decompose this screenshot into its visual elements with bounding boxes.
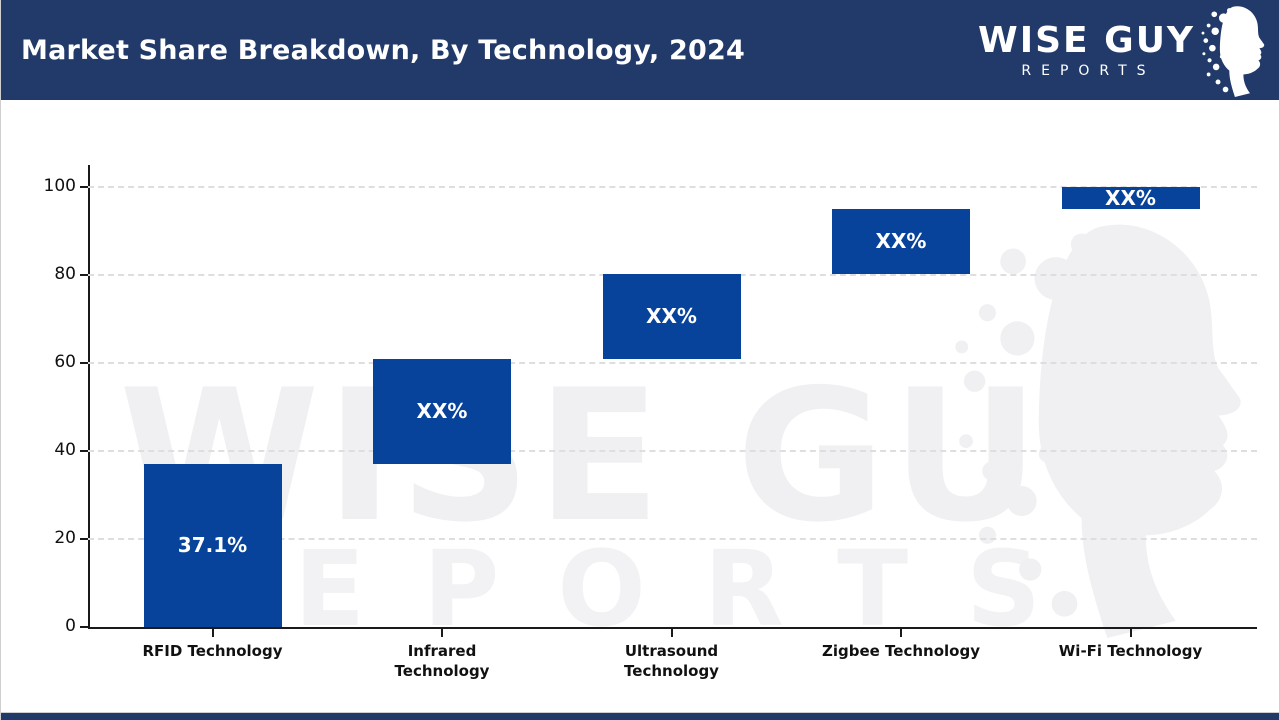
bar: XX%	[602, 273, 741, 359]
y-gridline	[88, 450, 1257, 452]
x-axis	[88, 627, 1257, 629]
x-category-label: RFID Technology	[142, 642, 283, 660]
y-tick-label: 80	[54, 264, 76, 284]
bar: 37.1%	[143, 463, 282, 627]
bar-value-label: XX%	[1105, 186, 1156, 210]
x-tick-mark	[670, 629, 673, 637]
x-category-label: Zigbee Technology	[822, 642, 980, 660]
y-gridline	[88, 538, 1257, 540]
bar: XX%	[1061, 186, 1200, 210]
x-tick-mark	[1129, 629, 1132, 637]
watermark: WISE GUY REPORTS	[1, 100, 1279, 713]
y-gridline	[88, 362, 1257, 364]
bar-value-label: XX%	[646, 304, 697, 329]
watermark-brand-name: WISE GUY	[119, 350, 1184, 562]
y-tick-mark	[80, 450, 88, 452]
bottom-border	[1, 712, 1279, 713]
y-tick-label: 40	[54, 440, 76, 460]
chart-title: Market Share Breakdown, By Technology, 2…	[21, 34, 746, 66]
y-tick-mark	[80, 362, 88, 364]
brand-logo-text: WISE GUY REPORTS	[977, 19, 1195, 79]
watermark-brand-subtitle: REPORTS	[156, 528, 1100, 650]
y-tick-label: 0	[65, 616, 76, 636]
y-tick-label: 60	[54, 352, 76, 372]
header-bar: Market Share Breakdown, By Technology, 2…	[1, 0, 1279, 100]
y-tick-mark	[80, 274, 88, 276]
bar: XX%	[832, 209, 970, 274]
y-tick-mark	[80, 626, 88, 628]
brand-name: WISE GUY	[977, 19, 1195, 61]
bar: XX%	[373, 358, 511, 464]
x-category-label: Infrared Technology	[394, 642, 490, 681]
brand-logo: WISE GUY REPORTS	[978, 3, 1267, 97]
y-gridline	[88, 186, 1257, 188]
y-tick-label: 100	[43, 176, 76, 196]
x-tick-mark	[441, 629, 443, 637]
x-category-label: Wi-Fi Technology	[1058, 642, 1203, 660]
x-category-label: Ultrasound Technology	[624, 642, 719, 681]
y-axis	[88, 165, 90, 629]
bar-value-label: XX%	[416, 399, 468, 424]
y-tick-label: 20	[54, 528, 76, 548]
x-tick-mark	[211, 629, 214, 637]
bar-value-label: 37.1%	[177, 533, 248, 558]
footer-bar	[1, 713, 1279, 720]
y-tick-mark	[80, 538, 88, 540]
y-tick-mark	[80, 186, 88, 188]
brand-subtitle: REPORTS	[1021, 62, 1156, 79]
bar-value-label: XX%	[875, 229, 927, 254]
x-tick-mark	[900, 629, 902, 637]
